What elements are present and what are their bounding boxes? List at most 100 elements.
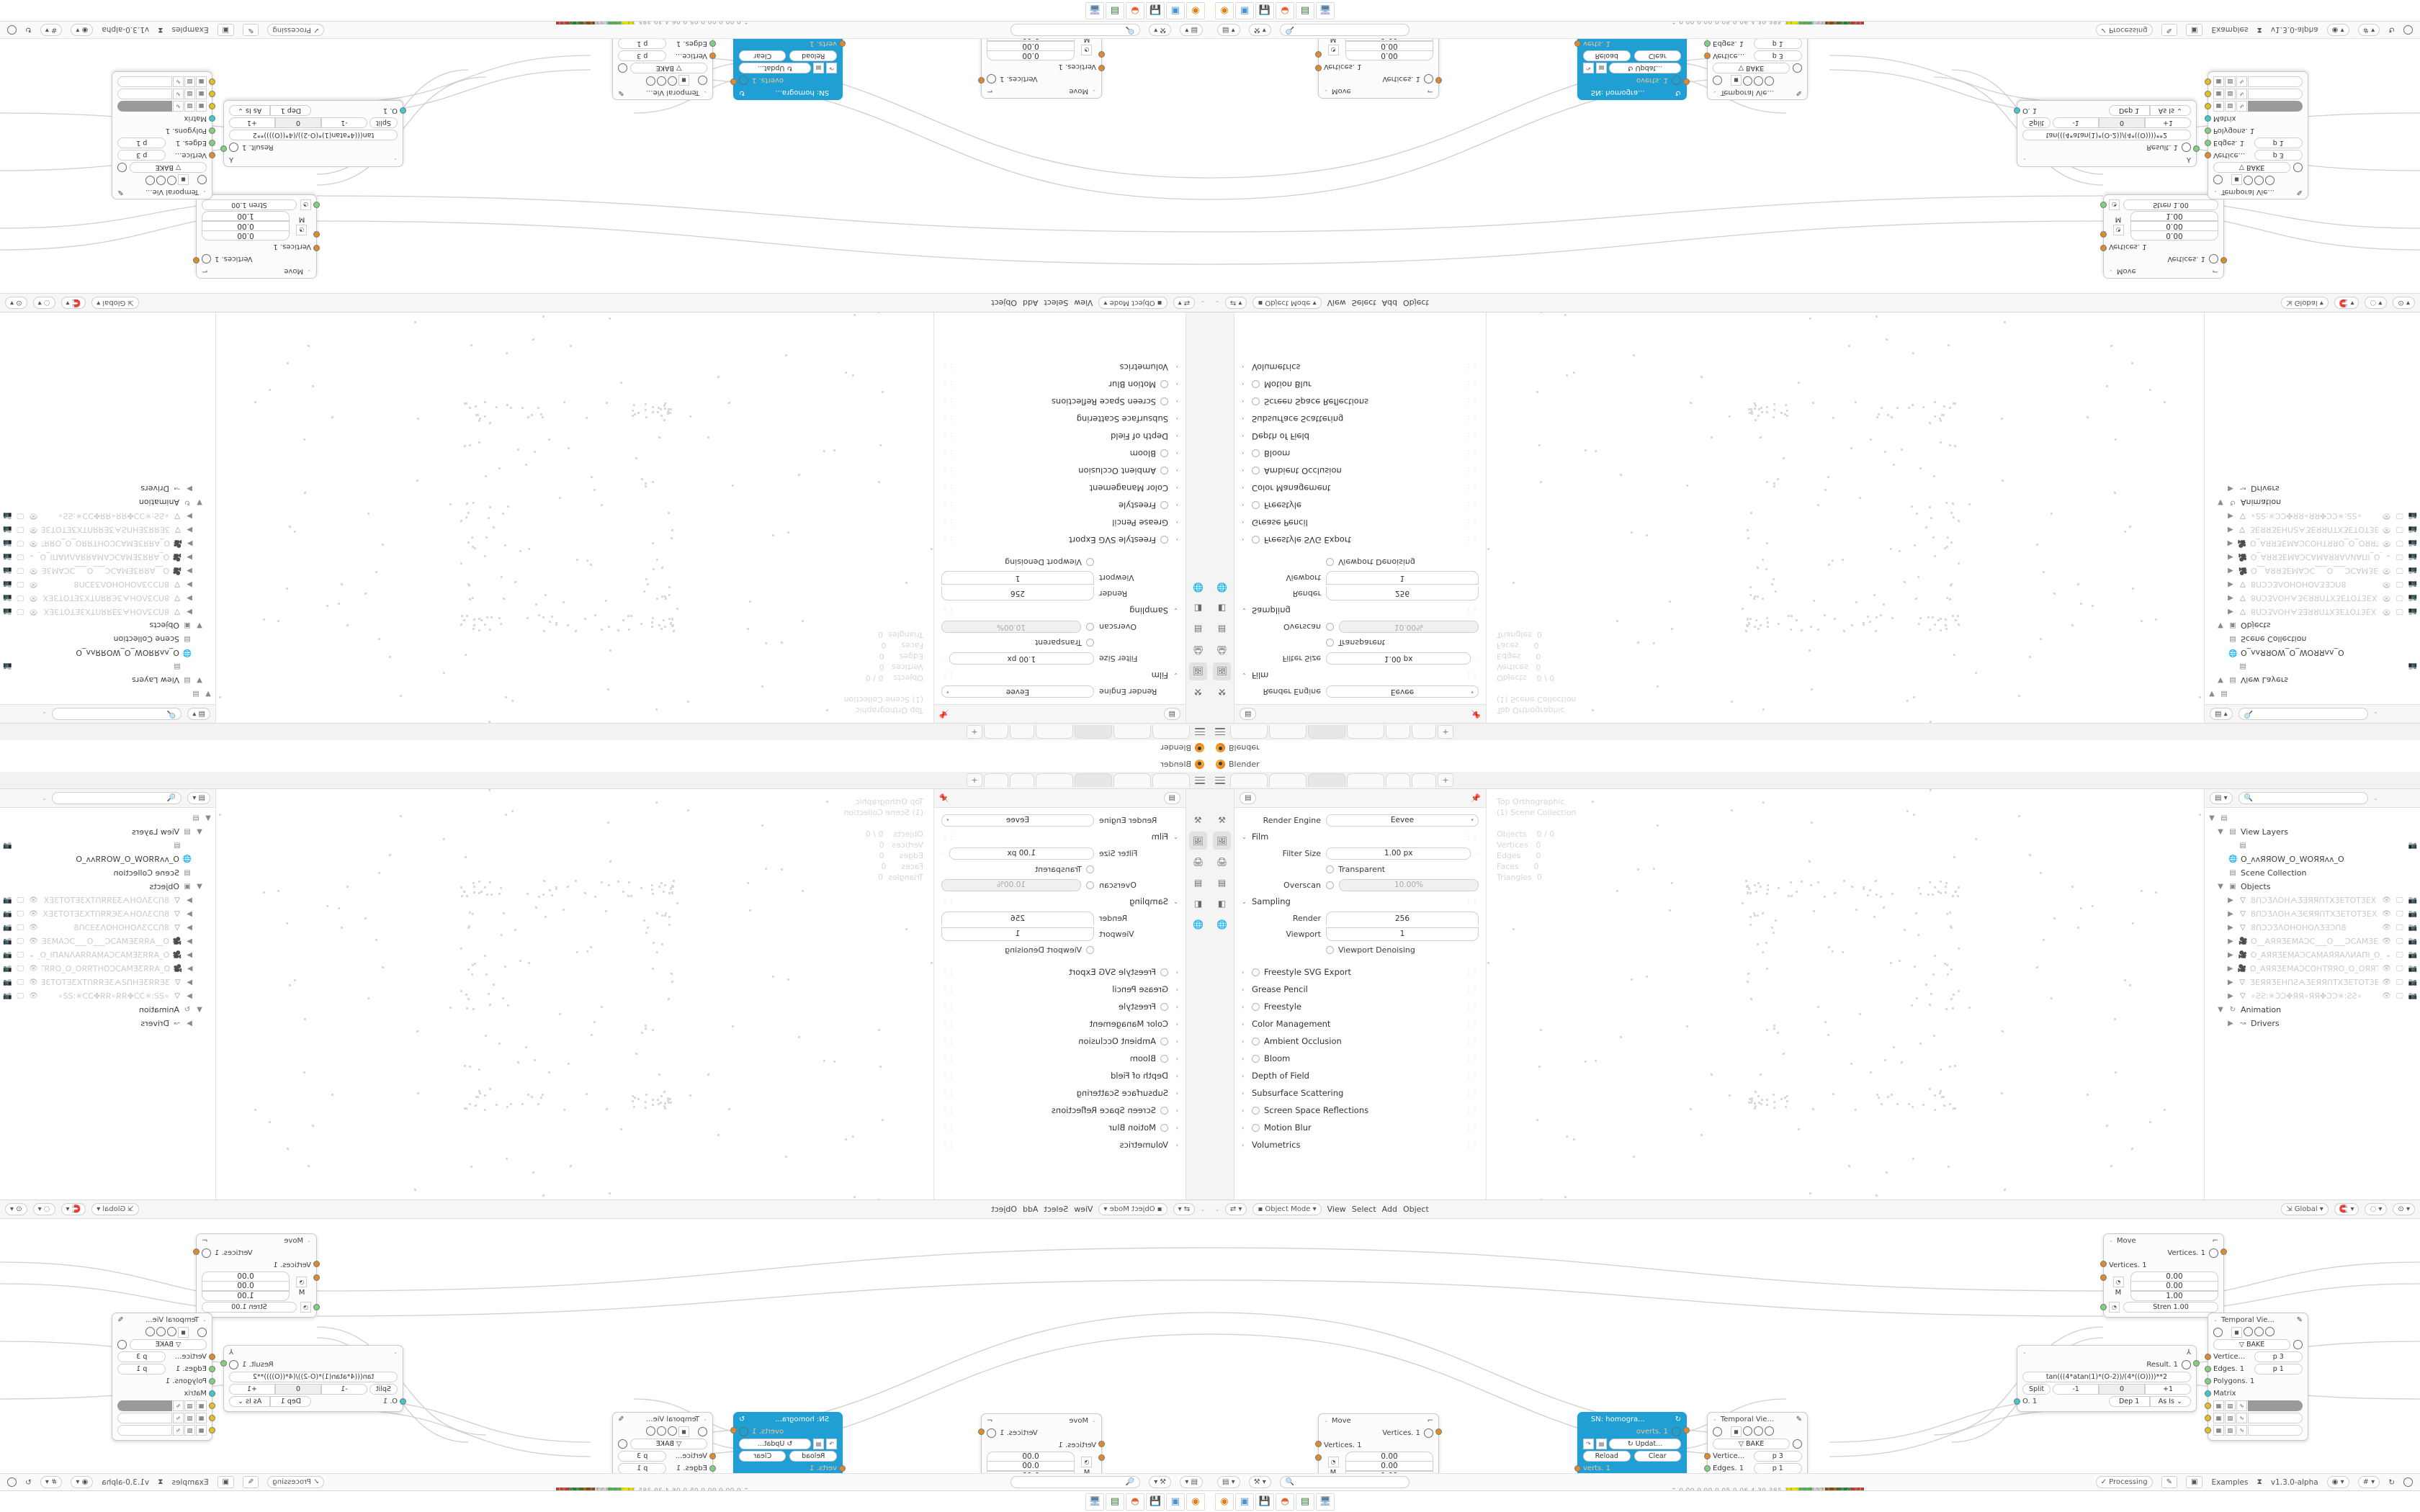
node-socket-orange[interactable] — [193, 257, 200, 264]
node-output-slot-4[interactable]: ▦ ▨ ∿ — [2213, 101, 2303, 112]
outliner-row[interactable]: ▼ ▤ — [2208, 811, 2417, 825]
outliner-row[interactable]: ▶ 🎥 O_AЯЯƷEMAƆCAMAЯЯAΛИAПl_O_ ⌄ 🖵 📷 — [2208, 948, 2417, 962]
chevron-icon[interactable]: ⌄ — [29, 951, 35, 959]
input-value-1[interactable]: p 1 — [2254, 138, 2303, 148]
collapse-chevron-icon[interactable]: ⌄ — [2022, 157, 2027, 163]
node-button-clear[interactable]: Clear — [739, 1451, 786, 1462]
status-search-input[interactable]: 🔍 — [1010, 24, 1141, 36]
node-input-row[interactable]: ▦ ▨ ∿ — [112, 1412, 215, 1424]
input-value-0[interactable]: p 3 — [2254, 150, 2303, 161]
eye-icon[interactable]: 👁 — [29, 992, 38, 1000]
vector-component-0[interactable]: 0.00 — [1345, 51, 1433, 60]
wire-circle-icon[interactable] — [2244, 176, 2253, 185]
eye-icon[interactable]: 👁 — [29, 594, 38, 602]
disclosure-triangle-icon[interactable]: ▶ — [2228, 580, 2233, 588]
disclosure-triangle-icon[interactable]: ▶ — [187, 608, 192, 616]
input-value-1[interactable]: p 1 — [1753, 39, 1802, 49]
sampling-render-input[interactable]: 256 — [941, 587, 1094, 601]
node-script-icon[interactable]: ✎ — [2161, 24, 2177, 36]
taskbar-firefox-icon[interactable]: ◓ — [1126, 1, 1144, 19]
properties-section-sampling[interactable]: ⌄ Sampling ⋮⋮ — [1242, 602, 1479, 619]
dropdown-dot-icon[interactable] — [229, 143, 238, 152]
brush-icon[interactable]: ▨ — [2225, 101, 2236, 112]
collapse-chevron-icon[interactable]: ⌄ — [1713, 90, 1717, 96]
viewport-denoising-toggle[interactable]: Viewport Denoising — [941, 558, 1094, 567]
section-toggle-radio[interactable] — [1252, 1106, 1260, 1115]
outliner-row[interactable]: ▶ ▽ 8ᑎƆƆƷΛOHOHOΛƷƎƆᑎ8 👁 🖵 📷 — [2208, 577, 2417, 591]
screen-icon[interactable]: 🖵 — [2396, 608, 2403, 616]
scene-stats-toggle[interactable]: ◉ ▾ — [71, 24, 94, 36]
chevron-down-icon[interactable]: ⌄ — [1215, 1206, 1219, 1212]
menu-hamburger-icon[interactable] — [1214, 775, 1226, 786]
node-socket-yellow[interactable] — [2205, 1415, 2211, 1421]
node-update-row[interactable]: ↷ ▤ ↻ Updat... — [734, 1438, 842, 1450]
node-header[interactable]: ⌄ Move ⌐ — [982, 1414, 1101, 1427]
node-button-clear[interactable]: Clear — [1634, 1451, 1681, 1462]
taskbar-floppy-save-icon[interactable]: 💾 — [1255, 1493, 1274, 1511]
bake-options-icon[interactable] — [2293, 1340, 2303, 1349]
camera-icon[interactable]: 📷 — [3, 896, 12, 904]
properties-tab-scene-icon[interactable]: ◧ — [1217, 603, 1227, 614]
dep-mode-select[interactable]: As Is ⌄ — [2149, 105, 2191, 116]
outliner-display-mode[interactable]: ▤ ▾ — [2210, 708, 2233, 720]
vector-component-1[interactable]: 0.00 — [1345, 1461, 1433, 1471]
node-strength-input[interactable]: Stren 1.00 — [2123, 1302, 2218, 1313]
disclosure-triangle-icon[interactable]: ▶ — [187, 485, 192, 492]
split-value-1[interactable]: 0 — [2099, 1384, 2146, 1395]
refresh-circle-icon[interactable] — [646, 76, 655, 86]
scene-stats-toggle[interactable]: ◉ ▾ — [2326, 1476, 2349, 1488]
eye-icon[interactable]: 👁 — [29, 512, 38, 520]
screen-icon[interactable]: 🖵 — [17, 580, 24, 588]
status-search-input[interactable]: 🔍 — [1010, 1476, 1141, 1488]
screen-icon[interactable]: 🖵 — [2396, 910, 2403, 918]
examples-link[interactable]: Examples — [2211, 25, 2249, 35]
object-mode-select[interactable]: ▪ Object Mode ▾ — [1098, 297, 1168, 309]
layout-icon[interactable]: ▦ — [196, 1425, 207, 1436]
section-toggle-radio[interactable] — [1160, 1106, 1168, 1115]
outliner-row-toggles[interactable]: 👁 🖵 📷 — [2382, 896, 2417, 904]
node-menu-view[interactable]: View — [1074, 298, 1093, 307]
node-header[interactable]: ⌄ Move ⌐ — [1319, 85, 1438, 98]
layout-icon[interactable]: ▦ — [2213, 1425, 2224, 1436]
refresh-circle-icon[interactable] — [145, 1327, 155, 1336]
layout-icon[interactable]: ▦ — [196, 101, 207, 112]
screen-icon[interactable]: 🖵 — [2396, 580, 2403, 588]
node-script-icon[interactable]: ✎ — [243, 24, 259, 36]
camera-icon[interactable]: 📷 — [3, 580, 12, 588]
screen-icon[interactable]: 🖵 — [2396, 553, 2403, 561]
vector-component-2[interactable]: 1.00 — [987, 1471, 1075, 1473]
camera-icon[interactable]: 📷 — [2408, 910, 2417, 918]
taskbar-display-settings-icon[interactable]: 🖥 — [1085, 1, 1104, 19]
outliner-row[interactable]: ▶ 🎥 O_AЯЯƷEMAƆCOHTЯЯO_O_OЯЯTHƆ 👁 🖵 📷 — [2208, 536, 2417, 550]
outliner-row-toggles[interactable]: 👁 🖵 📷 — [3, 512, 38, 520]
node-display-toggles[interactable]: ◼ — [2208, 174, 2308, 186]
screen-icon[interactable]: 🖵 — [2396, 978, 2403, 986]
node-header[interactable]: ⌄ ⅄ — [224, 153, 403, 166]
render-engine-select[interactable]: Eevee ▾ — [941, 685, 1094, 698]
node-temporal-viewer[interactable]: ⌄ Temporal Vie... ✎ ◼ ▽ BAKE Vertice... p 3 Edg… — [612, 1412, 716, 1473]
sampling-render-input[interactable]: 256 — [1326, 587, 1479, 601]
layout-icon[interactable]: ▦ — [2213, 1400, 2224, 1411]
properties-section-grease-pencil[interactable]: › Grease Pencil ⋮⋮ — [941, 514, 1178, 531]
refresh-circle-icon[interactable] — [2265, 176, 2275, 185]
outliner-row[interactable]: ▶ ▽ ∘ꙄꙄ:✳ƆƆ✤ЯЯ∘ЯЯ✤ƆƆ✳:ꙄꙄ∘ 👁 🖵 📷 — [3, 989, 212, 1003]
node-socket-orange[interactable] — [1315, 65, 1322, 71]
node-socket-orange[interactable] — [1315, 1454, 1322, 1461]
disclosure-triangle-icon[interactable]: ▶ — [187, 951, 192, 959]
section-toggle-radio[interactable] — [1160, 1123, 1168, 1132]
node-output-slot-5[interactable]: ▦ ▨ ∿ — [2213, 89, 2303, 99]
taskbar-floppy-save-icon[interactable]: 💾 — [1255, 1, 1274, 19]
node-socket-yellow[interactable] — [2205, 91, 2211, 97]
disclosure-triangle-icon[interactable]: ▶ — [2227, 965, 2233, 973]
transparent-radio[interactable] — [1326, 865, 1334, 873]
outliner-row-toggles[interactable]: 👁 🖵 📷 — [2382, 539, 2417, 547]
viewport-denoising-radio[interactable] — [1086, 945, 1094, 954]
layout-icon[interactable]: ▦ — [196, 89, 207, 99]
node-formula[interactable]: ⌄ ⅄ Result. 1 tan(((4*atan(1)*(O-2))/(4*((O… — [2014, 100, 2200, 167]
disclosure-triangle-icon[interactable]: ▶ — [2228, 937, 2233, 945]
node-socket-orange[interactable] — [1435, 1428, 1442, 1435]
node-input-row[interactable]: ▦ ▨ ∿ — [2205, 100, 2308, 112]
outliner-row[interactable]: ▶ ▽ ∘ꙄꙄ:✳ƆƆ✤ЯЯ∘ЯЯ✤ƆƆ✳:ꙄꙄ∘ 👁 🖵 📷 — [2208, 989, 2417, 1003]
